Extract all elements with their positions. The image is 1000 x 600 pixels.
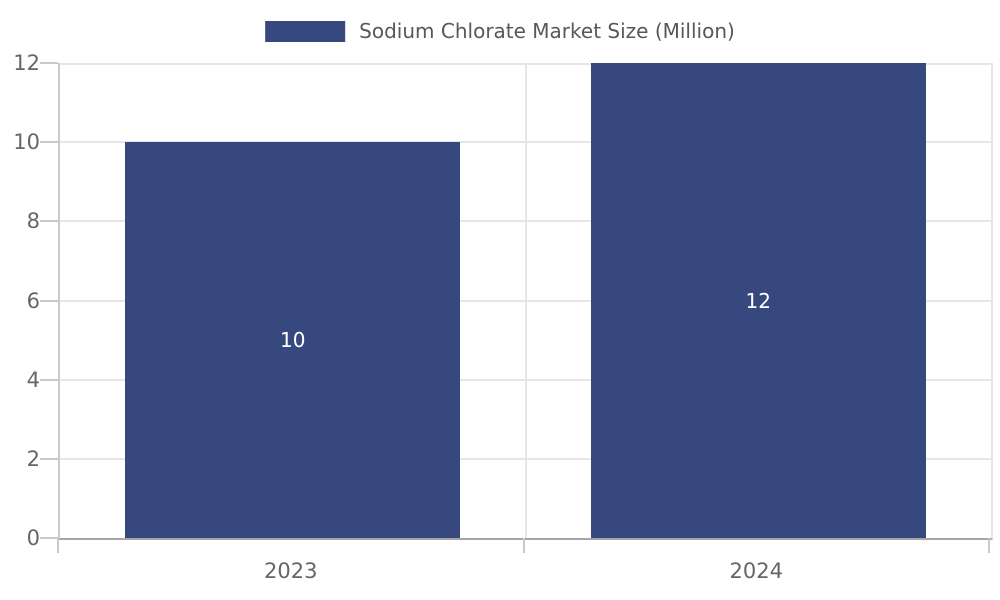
legend-label: Sodium Chlorate Market Size (Million) <box>359 19 735 43</box>
y-tick-label: 6 <box>26 288 40 313</box>
y-axis-tick <box>40 62 58 64</box>
y-tick-label: 10 <box>13 130 40 155</box>
y-tick-label: 4 <box>26 367 40 392</box>
legend-swatch <box>265 20 346 42</box>
y-axis-tick <box>40 220 58 223</box>
bar-value-label: 12 <box>745 288 771 313</box>
y-axis-tick <box>40 299 58 302</box>
y-tick-label: 8 <box>26 209 40 234</box>
bar-2024[interactable]: 12 <box>590 63 926 538</box>
bar-value-label: 10 <box>280 328 306 353</box>
y-tick-label: 0 <box>26 526 40 550</box>
y-axis-tick <box>40 537 58 539</box>
y-tick-label: 12 <box>13 51 40 75</box>
y-axis-tick <box>40 378 58 381</box>
plot-area: 10 12 <box>58 63 993 540</box>
x-axis-tick <box>988 538 990 553</box>
bar-2023[interactable]: 10 <box>125 142 461 538</box>
y-axis-tick <box>40 457 58 460</box>
y-axis-tick <box>40 141 58 144</box>
gridline-category-divider <box>524 63 527 538</box>
y-tick-label: 2 <box>26 446 40 471</box>
legend[interactable]: Sodium Chlorate Market Size (Million) <box>265 19 735 43</box>
x-tick-label-2023: 2023 <box>264 559 318 583</box>
x-tick-label-2024: 2024 <box>729 559 783 583</box>
x-axis-tick <box>522 538 525 553</box>
x-axis-tick <box>57 538 59 553</box>
